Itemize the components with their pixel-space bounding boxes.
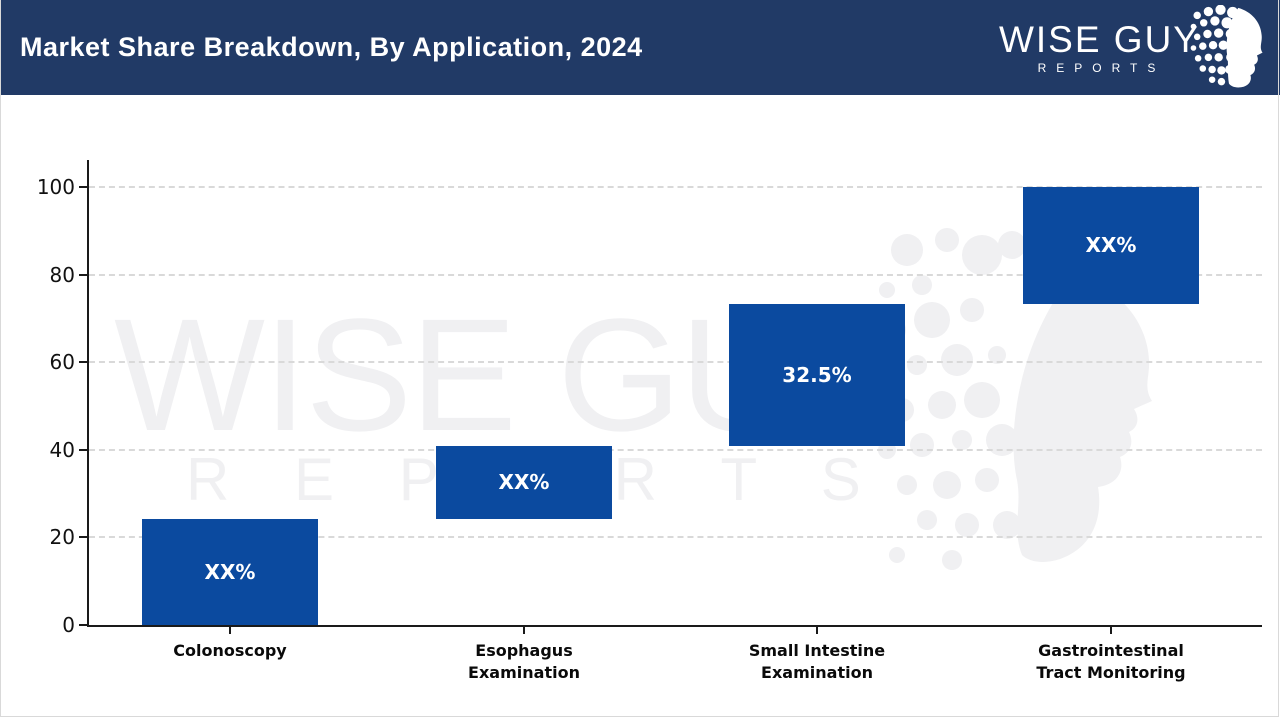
bar-segment: XX% [436,446,612,519]
x-tick [1110,627,1112,634]
logo-face-dots-icon [1190,4,1263,87]
bar-value-label: 32.5% [782,363,852,388]
y-axis-label-100: 100 [36,175,75,199]
gridline-40 [89,448,1262,451]
y-axis-line [87,160,89,627]
logo-wiseguy-text: WISE GUY [998,19,1200,60]
category-label: Gastrointestinal Tract Monitoring [1036,641,1186,682]
category-label: Colonoscopy [173,641,287,660]
header-banner: Market Share Breakdown, By Application, … [0,0,1280,95]
x-tick [816,627,818,634]
bar-value-label: XX% [498,470,550,495]
y-tick-20 [79,536,87,539]
category-label: Esophagus Examination [468,641,580,682]
y-tick-0 [79,624,87,626]
gridline-60 [89,361,1262,364]
bar-value-label: XX% [204,559,256,584]
bar-segment: 32.5% [729,303,905,447]
chart-title: Market Share Breakdown, By Application, … [20,32,643,62]
y-axis-label-0: 0 [62,613,75,637]
logo-text: WISE GUY REPORTS [999,21,1200,74]
gridline-80 [89,273,1262,276]
logo-reports-text: REPORTS [1037,61,1166,75]
y-tick-40 [79,448,87,451]
x-tick [229,627,231,634]
category-label: Small Intestine Examination [748,641,886,682]
watermark-wiseguy-text: WISE GU [114,285,795,464]
y-axis-label-20: 20 [49,525,75,550]
watermark-face-dots [876,228,1152,570]
x-tick [523,627,525,634]
y-tick-80 [79,273,87,276]
gridline-100 [89,186,1262,188]
y-tick-100 [79,186,87,188]
y-tick-60 [79,361,87,364]
bar-value-label: XX% [1085,233,1137,258]
y-axis-label-80: 80 [49,262,75,287]
bar-segment: XX% [142,518,318,625]
bar-segment: XX% [1023,187,1199,304]
gridline-20 [89,536,1262,539]
wiseguy-logo: WISE GUY REPORTS [999,4,1270,91]
y-axis-label-40: 40 [49,437,75,462]
x-axis-line [87,625,1262,627]
y-axis-label-60: 60 [49,350,75,375]
